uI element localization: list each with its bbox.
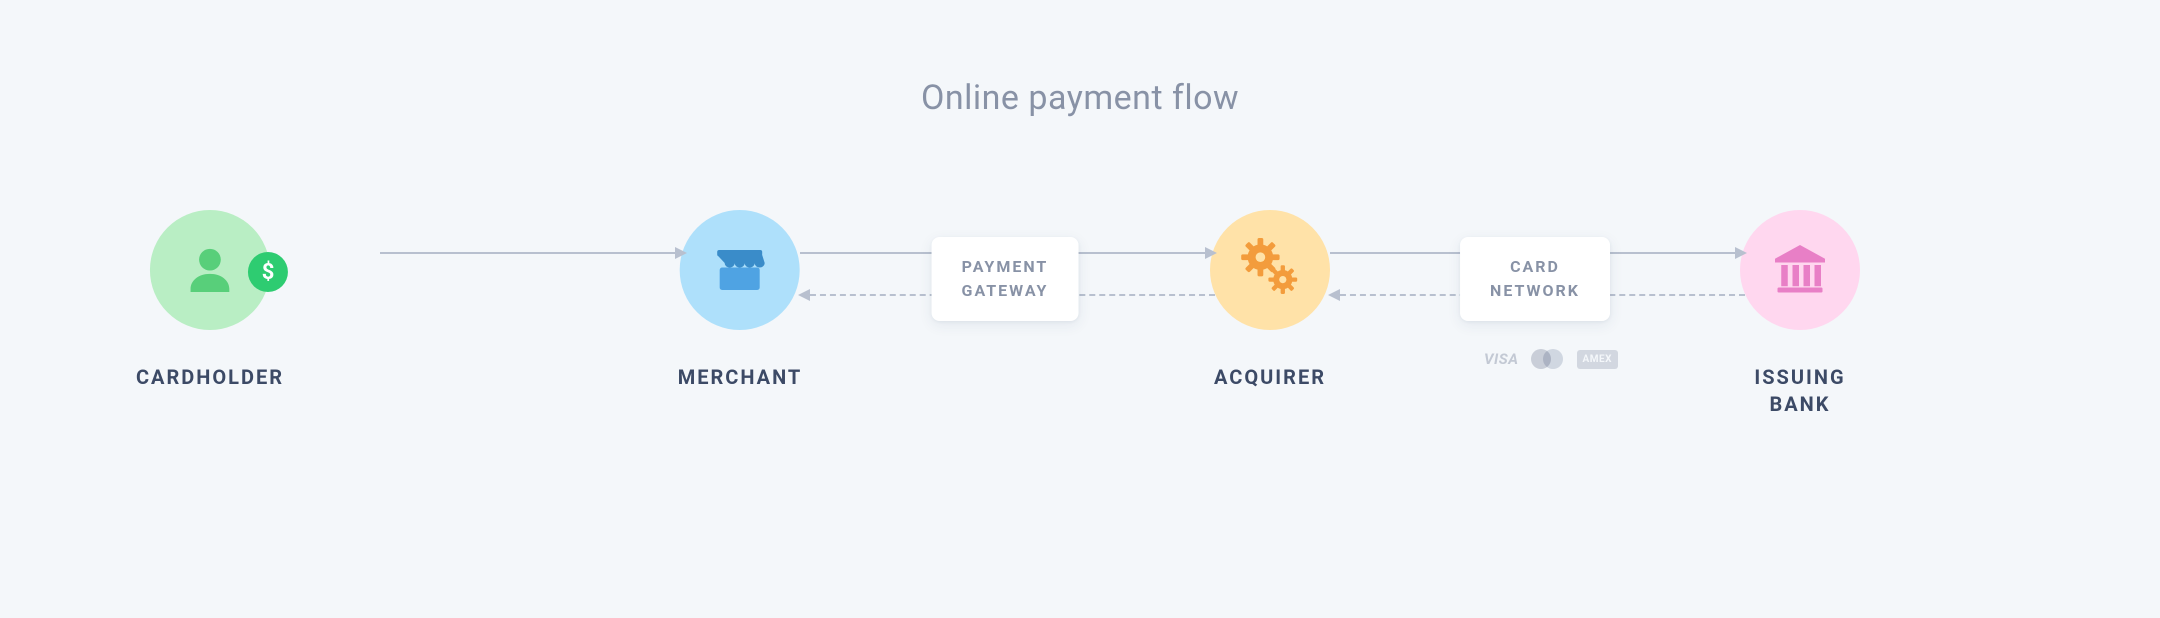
card-network-box: CARD NETWORK: [1460, 237, 1610, 321]
bank-icon: [1770, 240, 1830, 300]
issuing-bank-label: ISSUING BANK: [1740, 364, 1860, 418]
gears-icon: [1238, 238, 1302, 302]
node-cardholder: $ CARDHOLDER: [136, 210, 284, 391]
issuing-bank-circle: [1740, 210, 1860, 330]
storefront-icon: [710, 240, 770, 300]
merchant-circle: [680, 210, 800, 330]
visa-logo-icon: VISA: [1484, 350, 1519, 368]
node-issuing-bank: ISSUING BANK: [1740, 210, 1860, 418]
card-brand-logos: VISA AMEX: [1484, 348, 1618, 370]
acquirer-circle: [1210, 210, 1330, 330]
flow-stage: $ CARDHOLDER MERCHANT: [0, 210, 2160, 570]
node-acquirer: ACQUIRER: [1210, 210, 1330, 391]
dollar-badge-icon: $: [248, 252, 288, 292]
person-icon: [179, 239, 241, 301]
payment-gateway-box: PAYMENT GATEWAY: [932, 237, 1079, 321]
cardholder-circle: $: [150, 210, 270, 330]
cardholder-label: CARDHOLDER: [136, 364, 284, 391]
arrow-cardholder-to-merchant: [380, 252, 685, 254]
acquirer-label: ACQUIRER: [1210, 364, 1330, 391]
amex-logo-icon: AMEX: [1577, 350, 1618, 369]
mastercard-logo-icon: [1531, 348, 1565, 370]
merchant-label: MERCHANT: [678, 364, 803, 391]
node-merchant: MERCHANT: [678, 210, 803, 391]
diagram-title: Online payment flow: [0, 78, 2160, 118]
